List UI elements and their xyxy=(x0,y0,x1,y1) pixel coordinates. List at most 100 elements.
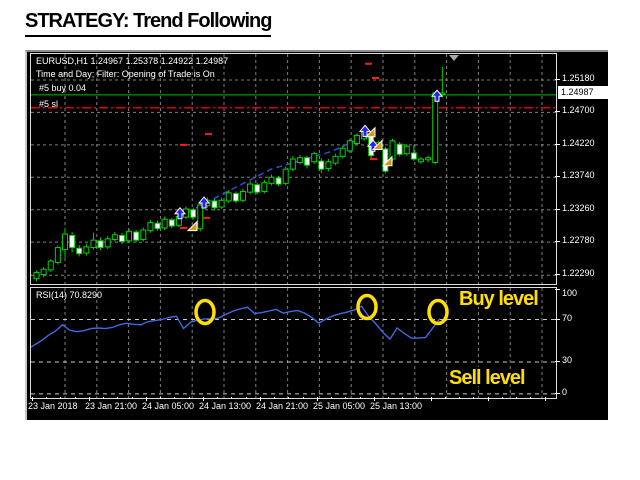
bull-candle xyxy=(111,234,118,240)
rsi-axis-tick xyxy=(555,289,560,290)
price-axis-label: 1.23740 xyxy=(562,170,595,181)
bull-candle xyxy=(346,140,353,152)
time-axis-tick xyxy=(245,397,247,399)
time-axis-tick xyxy=(416,397,418,399)
price-axis-label: 1.23260 xyxy=(562,202,595,213)
bear-candle xyxy=(304,157,311,166)
price-axis-label: 1.24700 xyxy=(562,105,595,116)
bull-candle xyxy=(225,192,232,202)
price-axis-label: 1.25180 xyxy=(562,73,595,83)
bear-candle xyxy=(154,222,161,230)
time-axis-label: 24 Jan 13:00 xyxy=(199,401,252,411)
chart-window[interactable]: EURUSD,H1 1.24967 1.25378 1.24922 1.2498… xyxy=(25,50,610,420)
bull-candle xyxy=(218,199,225,208)
ea-info-line: Time and Day; Filter: Opening of Trade i… xyxy=(36,69,215,79)
time-axis-tick xyxy=(530,397,532,399)
bull-candle xyxy=(325,161,332,170)
stop-level-dash xyxy=(370,158,377,161)
bull-candle xyxy=(90,239,97,249)
bull-candle xyxy=(417,158,424,163)
time-axis-tick xyxy=(444,397,446,399)
time-axis-tick xyxy=(516,397,518,399)
bull-candle xyxy=(247,183,254,193)
time-axis-tick xyxy=(131,397,133,399)
time-axis-tick xyxy=(430,397,432,401)
time-axis-tick xyxy=(174,397,176,399)
buy-arrow-icon xyxy=(173,207,187,220)
time-axis-tick xyxy=(373,397,375,401)
signal-circle-annotation xyxy=(356,293,378,321)
time-axis-tick xyxy=(60,397,62,399)
candlestick-chart[interactable] xyxy=(31,54,556,284)
rsi-axis-tick xyxy=(555,392,560,394)
current-bar-triangle-icon xyxy=(449,55,459,61)
bull-candle xyxy=(311,153,318,163)
bull-candle xyxy=(282,168,289,184)
bull-candle xyxy=(104,238,111,248)
bull-candle xyxy=(40,268,47,276)
bear-candle xyxy=(232,193,239,202)
price-axis-tick xyxy=(555,176,560,178)
close-arrow-icon xyxy=(371,139,383,151)
rsi-line xyxy=(31,305,441,348)
bull-candle xyxy=(161,218,168,229)
time-axis-label: 23 Jan 21:00 xyxy=(85,401,138,411)
bear-candle xyxy=(118,234,125,242)
current-price-tag: 1.24987 xyxy=(558,85,610,99)
bull-candle xyxy=(432,92,439,163)
bull-candle xyxy=(289,158,296,170)
bear-candle xyxy=(318,160,325,170)
stop-level-dash xyxy=(372,76,379,79)
rsi-chart[interactable] xyxy=(31,288,556,398)
symbol-ohlc-header: EURUSD,H1 1.24967 1.25378 1.24922 1.2498… xyxy=(36,56,229,66)
sell-level-annotation: Sell level xyxy=(449,367,526,389)
stop-level-dash xyxy=(180,143,187,146)
bull-candle xyxy=(261,182,268,192)
rsi-indicator-pane[interactable]: RSI(14) 70.8290 Buy level Sell level xyxy=(30,287,557,399)
bull-candle xyxy=(239,190,246,201)
bear-candle xyxy=(410,152,417,160)
stop-level-dash xyxy=(203,216,210,219)
bull-candle xyxy=(61,233,68,251)
buy-arrow-icon xyxy=(430,89,444,102)
time-axis-label: 25 Jan 05:00 xyxy=(313,401,366,411)
time-axis-tick xyxy=(103,397,105,399)
signal-circle-annotation xyxy=(194,298,216,326)
time-axis-label: 24 Jan 21:00 xyxy=(256,401,309,411)
rsi-axis-tick xyxy=(555,318,560,320)
order-sl-label: #5 sl xyxy=(39,99,59,109)
stop-level-dash xyxy=(365,62,372,65)
buy-arrow-icon xyxy=(197,196,211,209)
bull-candle xyxy=(339,147,346,157)
bull-candle xyxy=(47,260,54,271)
order-buy-label: #5 buy 0.04 xyxy=(39,83,87,93)
time-axis-tick xyxy=(46,397,48,399)
bull-candle xyxy=(425,157,432,161)
buy-level-annotation: Buy level xyxy=(459,288,539,310)
bear-candle xyxy=(211,200,218,209)
time-axis-tick xyxy=(202,397,204,401)
rsi-axis-tick xyxy=(555,361,560,362)
price-chart-pane[interactable]: EURUSD,H1 1.24967 1.25378 1.24922 1.2498… xyxy=(30,53,557,285)
bear-candle xyxy=(396,143,403,155)
bull-candle xyxy=(268,176,275,184)
bull-candle xyxy=(126,230,133,242)
time-axis-tick xyxy=(32,397,33,401)
bear-candle xyxy=(275,177,282,185)
stop-level-dash xyxy=(205,133,212,136)
time-axis-tick xyxy=(259,397,261,401)
buy-arrow-icon xyxy=(358,124,372,137)
bear-candle xyxy=(133,231,140,241)
rsi-axis-label: 0 xyxy=(562,386,568,397)
bear-candle xyxy=(382,148,389,172)
time-axis-tick xyxy=(359,397,361,399)
price-axis-tick xyxy=(555,274,560,276)
bull-candle xyxy=(147,222,154,232)
bull-candle xyxy=(296,157,303,163)
bear-candle xyxy=(76,247,83,255)
time-axis-tick xyxy=(231,397,233,399)
rsi-axis-label: 30 xyxy=(562,355,573,365)
bull-candle xyxy=(332,155,339,164)
time-axis-tick xyxy=(288,397,290,399)
time-axis-tick xyxy=(388,397,389,399)
